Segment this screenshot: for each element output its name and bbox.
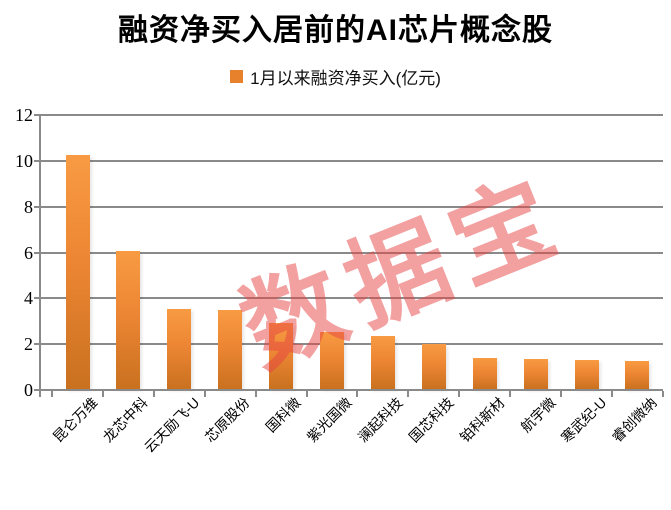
x-axis-label: 寒武纪-U <box>557 394 610 446</box>
y-tick <box>34 114 40 116</box>
bar <box>66 155 90 389</box>
legend: 1月以来融资净买入(亿元) <box>0 66 671 88</box>
x-tick <box>611 391 613 397</box>
x-tick <box>662 391 664 397</box>
y-tick <box>34 297 40 299</box>
bar <box>320 332 344 389</box>
bar <box>218 310 242 389</box>
bar <box>524 359 548 389</box>
x-tick <box>306 391 308 397</box>
chart-title: 融资净买入居前的AI芯片概念股 <box>118 14 553 47</box>
x-axis-label: 龙芯中科 <box>100 394 152 446</box>
gridline <box>40 343 663 345</box>
x-tick <box>356 391 358 397</box>
x-axis-label: 紫光国微 <box>303 394 355 446</box>
y-axis-label: 6 <box>24 243 33 263</box>
x-axis-line <box>39 389 663 391</box>
bar <box>625 361 649 389</box>
y-tick <box>34 343 40 345</box>
bar <box>116 251 140 389</box>
bar <box>575 360 599 389</box>
x-tick <box>560 391 562 397</box>
x-axis-label: 云天励飞-U <box>140 394 202 456</box>
y-axis-label: 8 <box>24 197 33 217</box>
y-axis-label: 0 <box>24 380 33 400</box>
y-tick <box>34 206 40 208</box>
x-axis-label: 航宇微 <box>517 394 559 436</box>
bar <box>422 344 446 389</box>
legend-swatch <box>230 69 244 83</box>
y-tick <box>34 160 40 162</box>
x-tick <box>255 391 257 397</box>
x-tick <box>153 391 155 397</box>
bar <box>473 358 497 389</box>
x-axis-label: 国科微 <box>262 394 304 436</box>
y-axis-label: 2 <box>24 334 33 354</box>
gridline <box>40 160 663 162</box>
x-axis-label: 铂科新材 <box>456 394 508 446</box>
legend-label: 1月以来融资净买入(亿元) <box>250 68 441 88</box>
y-axis-line <box>39 114 41 397</box>
bar <box>371 336 395 389</box>
y-axis-label: 10 <box>15 151 33 171</box>
gridline <box>40 114 663 116</box>
x-axis-label: 昆仑万维 <box>49 394 101 446</box>
y-axis-label: 12 <box>15 105 33 125</box>
y-tick <box>34 252 40 254</box>
x-tick <box>458 391 460 397</box>
x-axis-label: 芯原股份 <box>201 394 253 446</box>
gridline <box>40 206 663 208</box>
x-axis-label: 睿创微纳 <box>609 394 661 446</box>
bar <box>167 309 191 389</box>
x-tick <box>407 391 409 397</box>
bar <box>269 323 293 389</box>
gridline <box>40 297 663 299</box>
gridline <box>40 252 663 254</box>
x-tick <box>51 391 53 397</box>
y-axis-label: 4 <box>24 288 33 308</box>
x-tick <box>204 391 206 397</box>
x-axis-label: 澜起科技 <box>354 394 406 446</box>
x-tick <box>102 391 104 397</box>
x-tick <box>509 391 511 397</box>
y-tick <box>34 389 40 391</box>
x-axis-label: 国芯科技 <box>405 394 457 446</box>
